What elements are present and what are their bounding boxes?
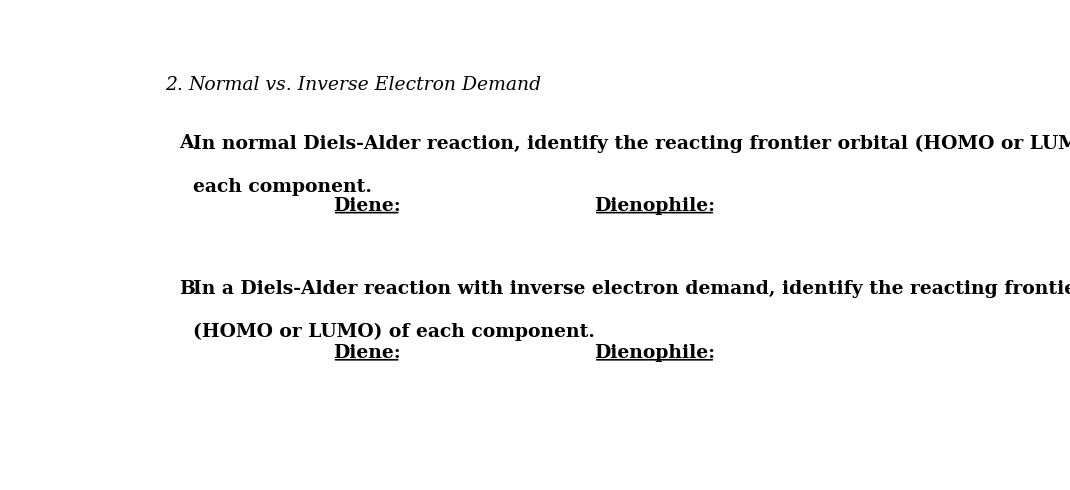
Text: each component.: each component. <box>194 178 372 196</box>
Text: In a Diels-Alder reaction with inverse electron demand, identify the reacting fr: In a Diels-Alder reaction with inverse e… <box>194 279 1070 297</box>
Text: Dienophile:: Dienophile: <box>594 343 715 362</box>
Text: In normal Diels-Alder reaction, identify the reacting frontier orbital (HOMO or : In normal Diels-Alder reaction, identify… <box>194 134 1070 152</box>
Text: Dienophile:: Dienophile: <box>594 196 715 215</box>
Text: Normal vs. Inverse Electron Demand: Normal vs. Inverse Electron Demand <box>188 76 541 94</box>
Text: B.: B. <box>180 279 201 297</box>
Text: A.: A. <box>180 134 200 152</box>
Text: (HOMO or LUMO) of each component.: (HOMO or LUMO) of each component. <box>194 323 595 341</box>
Text: Diene:: Diene: <box>333 343 400 362</box>
Text: 2.: 2. <box>165 76 183 94</box>
Text: Diene:: Diene: <box>333 196 400 215</box>
